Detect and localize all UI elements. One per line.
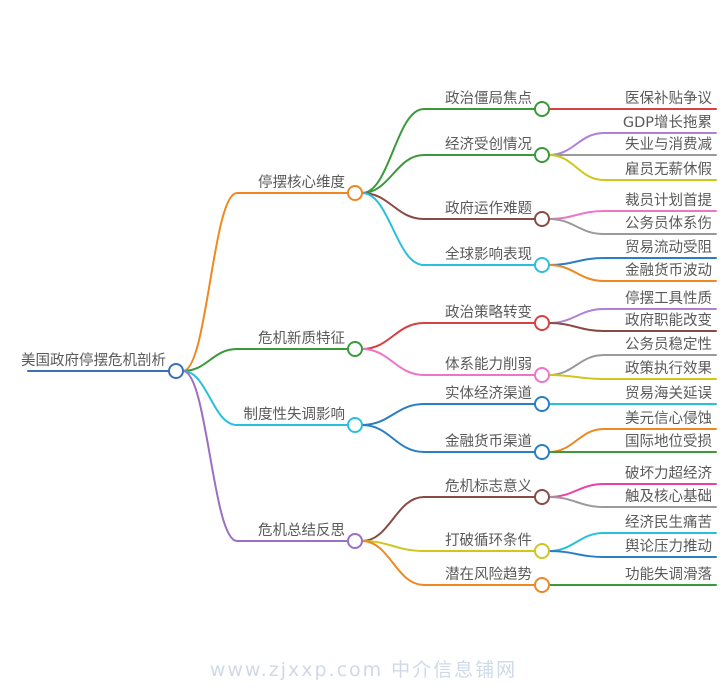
subbranch-circle-b3c2[interactable] bbox=[534, 444, 550, 460]
subbranch-label-b2c1: 政治策略转变 bbox=[445, 304, 532, 321]
leaf-label: 雇员无薪休假 bbox=[625, 161, 712, 178]
connector-line bbox=[361, 154, 425, 194]
connector-line bbox=[361, 322, 425, 350]
leaf-label: 国际地位受损 bbox=[625, 433, 712, 450]
connector-line bbox=[182, 192, 238, 372]
connector-line bbox=[548, 322, 605, 332]
connector-line bbox=[548, 308, 605, 324]
subbranch-circle-b2c1[interactable] bbox=[534, 315, 550, 331]
leaf-label: 医保补贴争议 bbox=[625, 89, 712, 107]
connector-line bbox=[361, 192, 425, 266]
connector-line bbox=[548, 257, 605, 266]
connector-line bbox=[548, 532, 605, 552]
subbranch-label-b2c2: 体系能力削弱 bbox=[445, 356, 532, 373]
branch-circle-b1[interactable] bbox=[347, 185, 363, 201]
leaf-label: GDP增长拖累 bbox=[623, 114, 712, 131]
leaf-label: 破坏力超经济 bbox=[625, 465, 712, 482]
connector-line bbox=[361, 192, 425, 220]
connector-line bbox=[361, 403, 425, 426]
leaf-label: 功能失调滑落 bbox=[625, 566, 712, 583]
subbranch-label-b4c3: 潜在风险趋势 bbox=[445, 566, 532, 583]
subbranch-label-b1c2: 经济受创情况 bbox=[445, 136, 532, 153]
subbranch-circle-b4c2[interactable] bbox=[534, 543, 550, 559]
subbranch-label-b3c2: 金融货币渠道 bbox=[445, 433, 532, 450]
connector-line bbox=[548, 132, 605, 156]
subbranch-label-b1c3: 政府运作难题 bbox=[445, 200, 532, 217]
edges-layer bbox=[27, 108, 717, 586]
branch-label-b1: 停摆核心维度 bbox=[258, 174, 345, 191]
subbranch-label-b3c1: 实体经济渠道 bbox=[445, 385, 532, 402]
connector-line bbox=[548, 264, 605, 282]
branch-label-b3: 制度性失调影响 bbox=[244, 406, 346, 423]
leaf-label: 舆论压力推动 bbox=[625, 538, 712, 555]
leaf-label: 公务员稳定性 bbox=[625, 336, 712, 353]
leaf-label: 停摆工具性质 bbox=[625, 290, 712, 307]
connector-line bbox=[361, 108, 425, 194]
branch-circle-b4[interactable] bbox=[347, 533, 363, 549]
leaf-label: 触及核心基础 bbox=[625, 488, 712, 505]
connector-line bbox=[548, 496, 605, 508]
leaf-label: 美元信心侵蚀 bbox=[625, 410, 712, 427]
leaf-label: 政府职能改变 bbox=[625, 312, 712, 329]
subbranch-circle-b1c2[interactable] bbox=[534, 147, 550, 163]
root-node-circle[interactable] bbox=[168, 363, 184, 379]
connector-line bbox=[182, 370, 238, 426]
watermark-text: www.zjxxp.com 中介信息铺网 bbox=[209, 659, 518, 681]
subbranch-label-b1c1: 政治僵局焦点 bbox=[445, 90, 532, 107]
leaf-label: 贸易流动受阻 bbox=[625, 239, 712, 256]
subbranch-label-b1c4: 全球影响表现 bbox=[445, 245, 532, 263]
connector-line bbox=[361, 496, 425, 542]
subbranch-circle-b1c3[interactable] bbox=[534, 211, 550, 227]
branch-label-b4: 危机总结反思 bbox=[258, 522, 345, 539]
leaf-label: 经济民生痛苦 bbox=[625, 514, 712, 531]
subbranch-circle-b2c2[interactable] bbox=[534, 367, 550, 383]
subbranch-circle-b4c1[interactable] bbox=[534, 489, 550, 505]
leaf-label: 金融货币波动 bbox=[625, 262, 712, 279]
connector-line bbox=[361, 348, 425, 376]
connector-line bbox=[182, 348, 238, 372]
connector-line bbox=[548, 354, 605, 376]
subbranch-circle-b1c4[interactable] bbox=[534, 257, 550, 273]
leaf-label: 公务员体系伤 bbox=[625, 215, 712, 232]
connector-line bbox=[548, 218, 605, 235]
leaf-label: 裁员计划首提 bbox=[625, 192, 712, 209]
connector-line bbox=[361, 540, 425, 586]
connector-line bbox=[361, 424, 425, 453]
connector-line bbox=[548, 374, 605, 380]
branch-circle-b2[interactable] bbox=[347, 341, 363, 357]
subbranch-label-b4c1: 危机标志意义 bbox=[445, 477, 532, 495]
subbranch-circle-b3c1[interactable] bbox=[534, 396, 550, 412]
branch-circle-b3[interactable] bbox=[347, 417, 363, 433]
branch-label-b2: 危机新质特征 bbox=[258, 330, 345, 347]
leaf-label: 贸易海关延误 bbox=[625, 385, 712, 402]
connector-line bbox=[182, 370, 238, 542]
connector-line bbox=[548, 428, 605, 453]
nodes-layer bbox=[168, 101, 550, 593]
connector-line bbox=[548, 550, 605, 558]
connector-line bbox=[548, 483, 605, 498]
leaf-label: 失业与消费减 bbox=[625, 136, 712, 153]
connector-line bbox=[548, 210, 605, 220]
connector-line bbox=[548, 154, 605, 181]
subbranch-circle-b1c1[interactable] bbox=[534, 101, 550, 117]
subbranch-label-b4c2: 打破循环条件 bbox=[445, 532, 532, 549]
root-label: 美国政府停摆危机剖析 bbox=[21, 352, 166, 369]
leaf-label: 政策执行效果 bbox=[625, 360, 712, 377]
subbranch-circle-b4c3[interactable] bbox=[534, 577, 550, 593]
